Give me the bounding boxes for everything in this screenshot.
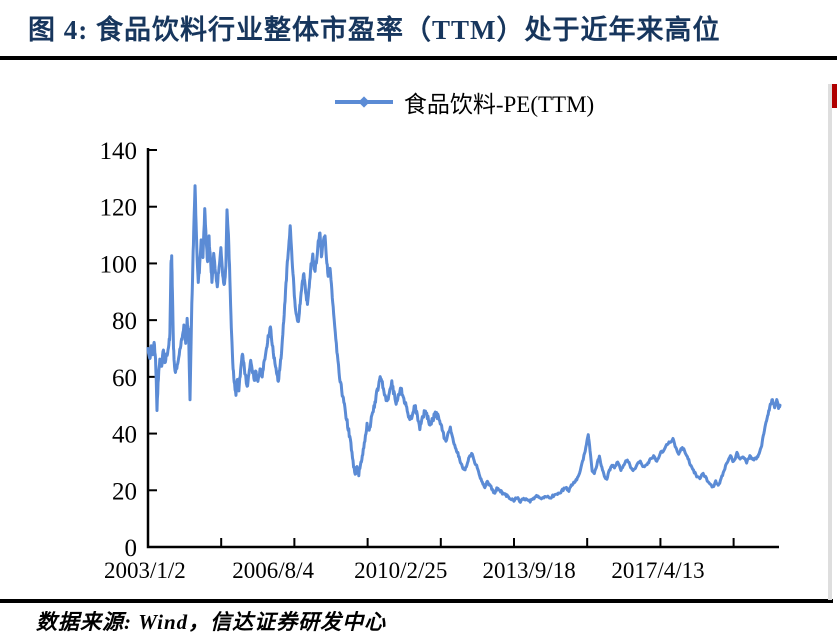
x-tick-label: 2013/9/18 [482, 558, 575, 583]
y-tick-label: 60 [112, 365, 137, 392]
figure-title: 图 4: 食品饮料行业整体市盈率（TTM）处于近年来高位 [28, 15, 721, 45]
y-tick-label: 20 [112, 478, 137, 505]
x-tick-label: 2010/2/25 [354, 558, 447, 583]
legend: 食品饮料-PE(TTM) [148, 86, 780, 118]
y-tick-label: 80 [112, 308, 137, 335]
data-source: 数据来源: Wind，信达证券研发中心 [36, 610, 387, 634]
y-tick-label: 40 [112, 422, 137, 449]
legend-label: 食品饮料-PE(TTM) [403, 92, 595, 117]
y-tick-label: 0 [125, 535, 138, 562]
footer-divider [0, 599, 833, 603]
x-tick-label: 2017/4/13 [611, 558, 704, 583]
scroll-indicator[interactable] [832, 84, 837, 108]
legend-line-icon [334, 96, 393, 108]
x-tick-label: 2003/1/2 [104, 558, 186, 583]
y-tick-label: 120 [100, 195, 138, 222]
x-tick-label: 2006/8/4 [232, 558, 314, 583]
pe-ttm-series-line [146, 184, 782, 504]
y-tick-label: 100 [100, 251, 138, 278]
axis-lines [146, 148, 779, 549]
y-tick-label: 140 [100, 138, 138, 165]
window-edge-line [828, 84, 832, 600]
title-divider [0, 56, 837, 60]
